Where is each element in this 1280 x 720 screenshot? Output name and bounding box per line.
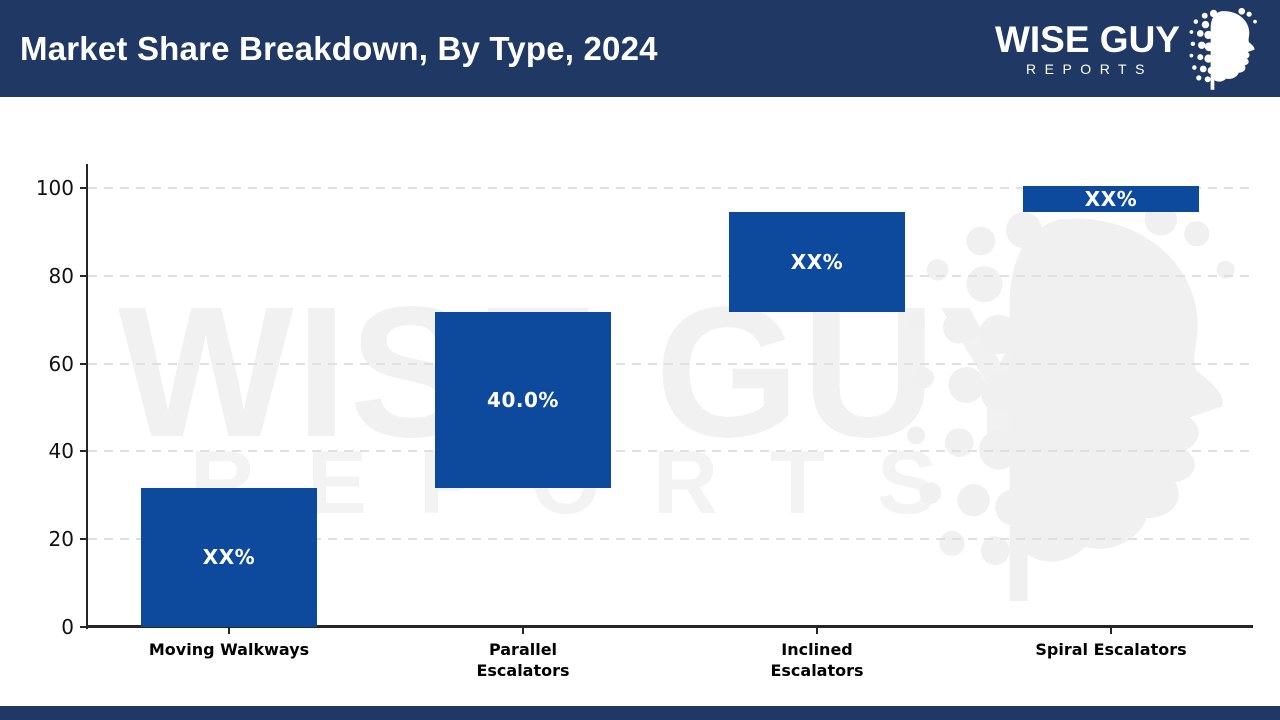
x-category-label-line: Spiral Escalators [1035,640,1187,659]
x-tick-mark [228,628,230,634]
y-tick-mark [80,538,88,541]
y-axis [86,164,88,629]
x-category-label-line: Inclined [781,640,853,659]
gridline [88,538,1253,541]
y-tick-label: 0 [61,615,74,639]
bar-moving-walkways: XX% [141,487,317,627]
bar-inclined-escalators: XX% [729,212,905,312]
x-category-label: Inclined Escalators [697,639,937,681]
wise-guy-reports-logo: WISE GUY REPORTS [995,8,1258,90]
x-axis [86,625,1253,628]
chart-title: Market Share Breakdown, By Type, 2024 [20,29,658,67]
gridline [88,362,1253,365]
bar-value-label: XX% [202,545,256,570]
x-category-label-line: Escalators [476,661,570,680]
bar-spiral-escalators: XX% [1023,186,1199,213]
y-tick-label: 20 [48,527,74,552]
x-tick-mark [522,628,524,634]
x-category-label: Spiral Escalators [991,639,1231,660]
x-category-label: Parallel Escalators [403,639,643,681]
x-category-label: Moving Walkways [109,639,349,660]
y-tick-mark [80,274,88,277]
header-bar: Market Share Breakdown, By Type, 2024 WI… [0,0,1280,97]
gridline [88,274,1253,277]
logo-wordmark: WISE GUY [994,18,1180,60]
x-category-label-line: Moving Walkways [148,640,310,659]
y-tick-mark [80,362,88,365]
footer-bar [0,706,1280,720]
gridline [88,187,1253,189]
x-category-label-line: Parallel [488,640,558,659]
y-tick-label: 60 [48,351,74,376]
bar-value-label: 40.0% [487,387,559,412]
bar-value-label: XX% [1084,187,1138,212]
y-tick-label: 40 [48,439,74,464]
x-category-label-line: Escalators [770,661,864,680]
y-tick-mark [80,626,88,628]
logo-text: WISE GUY REPORTS [995,21,1180,77]
x-tick-mark [816,628,818,634]
y-tick-label: 100 [35,176,74,200]
logo-subtitle: REPORTS [1026,60,1153,77]
bar-value-label: XX% [790,249,844,274]
y-tick-mark [80,450,88,453]
gridline [88,450,1253,453]
x-tick-mark [1110,628,1112,634]
y-tick-mark [80,187,88,189]
y-tick-label: 80 [48,263,74,288]
bar-parallel-escalators: 40.0% [435,311,611,488]
